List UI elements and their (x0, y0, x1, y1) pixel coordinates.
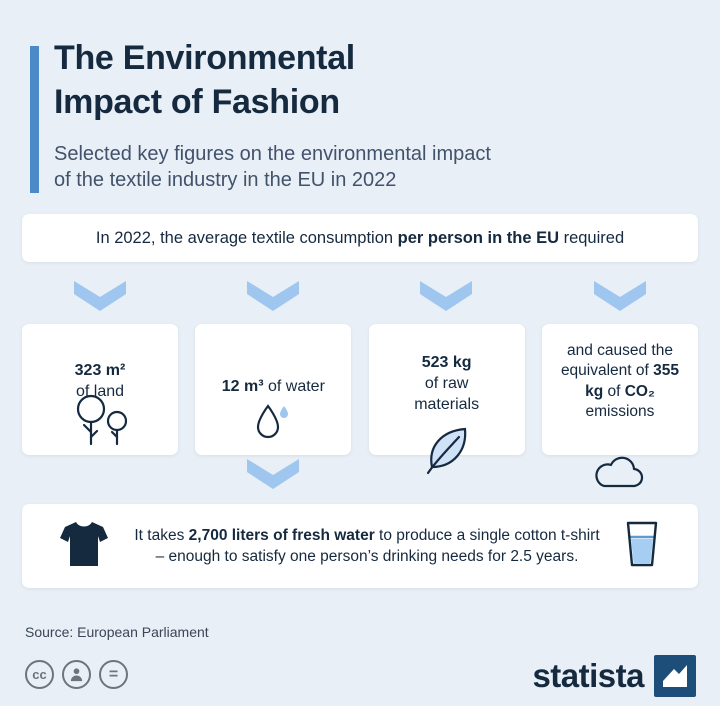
stat-card-water-text: 12 m³ of water (195, 324, 351, 397)
cloud-icon (590, 453, 650, 499)
stat-text-pre: and caused the equivalent of (560, 342, 673, 380)
down-arrow-icon (594, 281, 646, 311)
fact-text-bold: 2,700 liters of fresh water (188, 526, 375, 544)
title-line-1: The Environmental (54, 39, 355, 77)
title-line-2: Impact of Fashion (54, 83, 340, 122)
stat-card-land-text: 323 m² of land (22, 324, 178, 402)
water-glass-icon (624, 520, 660, 573)
page-subtitle: Selected key figures on the environmenta… (54, 141, 491, 194)
tshirt-fact-banner: It takes 2,700 liters of fresh water to … (22, 504, 698, 588)
no-derivatives-icon[interactable]: = (99, 660, 128, 689)
statista-logo[interactable]: statista (532, 655, 696, 697)
stat-card-materials-text: 523 kg of raw materials (369, 324, 525, 415)
stat-label: of raw materials (414, 375, 480, 414)
down-arrow-icon (74, 281, 126, 311)
fact-text-prefix: It takes (134, 526, 189, 544)
cc-glyph: cc (32, 667, 47, 682)
license-icons-row: cc = (25, 660, 128, 689)
stat-label: of water (263, 378, 325, 395)
stat-value: 355 kg (585, 362, 680, 400)
tshirt-fact-text: It takes 2,700 liters of fresh water to … (110, 525, 624, 568)
down-arrow-icon (420, 281, 472, 311)
stat-card-co2-text: and caused the equivalent of 355 kg of C… (542, 324, 698, 423)
stat-value: 323 m² (74, 362, 126, 379)
down-arrow-icon (247, 459, 299, 489)
intro-text-bold: per person in the EU (397, 228, 559, 247)
stat-value: 12 m³ (221, 378, 264, 395)
statista-logo-text: statista (532, 657, 644, 694)
bottom-margin-strip (0, 706, 720, 720)
statista-logo-mark (654, 655, 696, 697)
tree-icon (67, 392, 133, 452)
stat-card-co2: and caused the equivalent of 355 kg of C… (541, 324, 698, 487)
fact-text-suffix: to produce a single cotton t-shirt – eno… (155, 526, 600, 565)
intro-text-prefix: In 2022, the average textile consumption (95, 228, 398, 247)
tshirt-icon (58, 520, 110, 573)
stat-value: 523 kg (421, 354, 472, 371)
title-accent-bar (30, 46, 39, 193)
intro-text-suffix: required (559, 228, 625, 247)
stat-text-mid: of (603, 382, 625, 400)
equals-glyph: = (108, 665, 119, 683)
leaf-icon (424, 425, 470, 481)
stat-card-water: 12 m³ of water (195, 324, 352, 455)
water-drop-icon (254, 402, 292, 448)
attribution-icon[interactable] (62, 660, 91, 689)
cc-icon[interactable]: cc (25, 660, 54, 689)
intro-banner-text: In 2022, the average textile consumption… (96, 229, 624, 248)
down-arrow-icon (247, 281, 299, 311)
source-label: Source: European Parliament (25, 624, 209, 640)
stat-value-co2: CO₂ (624, 382, 655, 400)
stat-text-post: emissions (585, 403, 655, 421)
intro-banner: In 2022, the average textile consumption… (22, 214, 698, 262)
stat-card-materials: 523 kg of raw materials (368, 324, 525, 474)
page-title: The Environmental Impact of Fashion (54, 36, 355, 124)
stat-cards-row: 323 m² of land 12 m³ of water (22, 324, 698, 487)
subtitle-line-2: of the textile industry in the EU in 202… (54, 169, 397, 192)
subtitle-line-1: Selected key figures on the environmenta… (54, 143, 491, 165)
stat-card-land: 323 m² of land (22, 324, 178, 455)
